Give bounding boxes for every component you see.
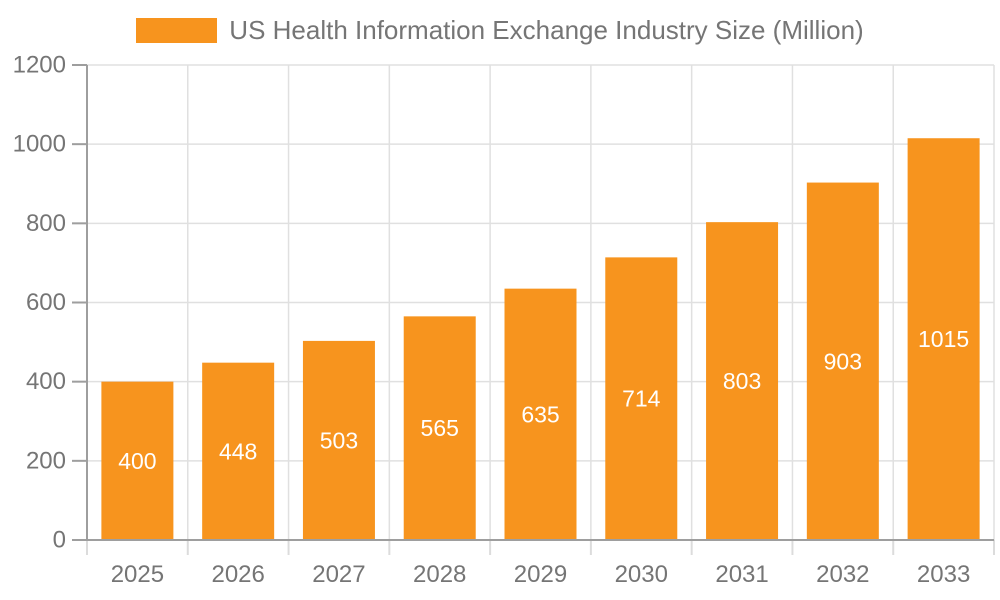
bar-2030 [605, 257, 678, 540]
legend-swatch [136, 17, 218, 43]
bar-2032 [806, 182, 879, 540]
bar-value-label: 1015 [918, 326, 969, 352]
y-tick-label: 1200 [13, 52, 66, 79]
y-tick-label: 400 [26, 368, 66, 395]
bar-value-label: 803 [723, 368, 761, 394]
bar-2025 [101, 381, 174, 540]
bar-2033 [907, 138, 980, 540]
bar-value-label: 503 [320, 427, 358, 453]
bar-2026 [202, 362, 275, 540]
x-tick-label: 2031 [715, 561, 768, 588]
x-tick-label: 2033 [917, 561, 970, 588]
x-tick-label: 2027 [312, 561, 365, 588]
x-tick-label: 2032 [816, 561, 869, 588]
x-tick-label: 2025 [111, 561, 164, 588]
y-tick-label: 1000 [13, 131, 66, 158]
bar-value-label: 448 [219, 438, 257, 464]
x-tick-label: 2029 [514, 561, 567, 588]
bar-value-label: 400 [118, 448, 156, 474]
x-tick-label: 2028 [413, 561, 466, 588]
bar-2031 [706, 222, 779, 541]
bar-2029 [504, 288, 577, 540]
bar-value-label: 903 [824, 348, 862, 374]
y-tick-label: 600 [26, 289, 66, 316]
bar-value-label: 565 [421, 415, 459, 441]
bar-2027 [302, 340, 375, 540]
bar-value-label: 635 [521, 401, 559, 427]
bar-2028 [403, 316, 476, 540]
x-tick-label: 2026 [211, 561, 264, 588]
bar-value-label: 714 [622, 386, 661, 412]
legend-item[interactable]: US Health Information Exchange Industry … [0, 16, 1000, 45]
legend-label: US Health Information Exchange Industry … [229, 15, 864, 45]
y-tick-label: 0 [53, 527, 66, 554]
x-tick-label: 2030 [615, 561, 668, 588]
y-tick-label: 800 [26, 210, 66, 237]
y-tick-label: 200 [26, 447, 66, 474]
